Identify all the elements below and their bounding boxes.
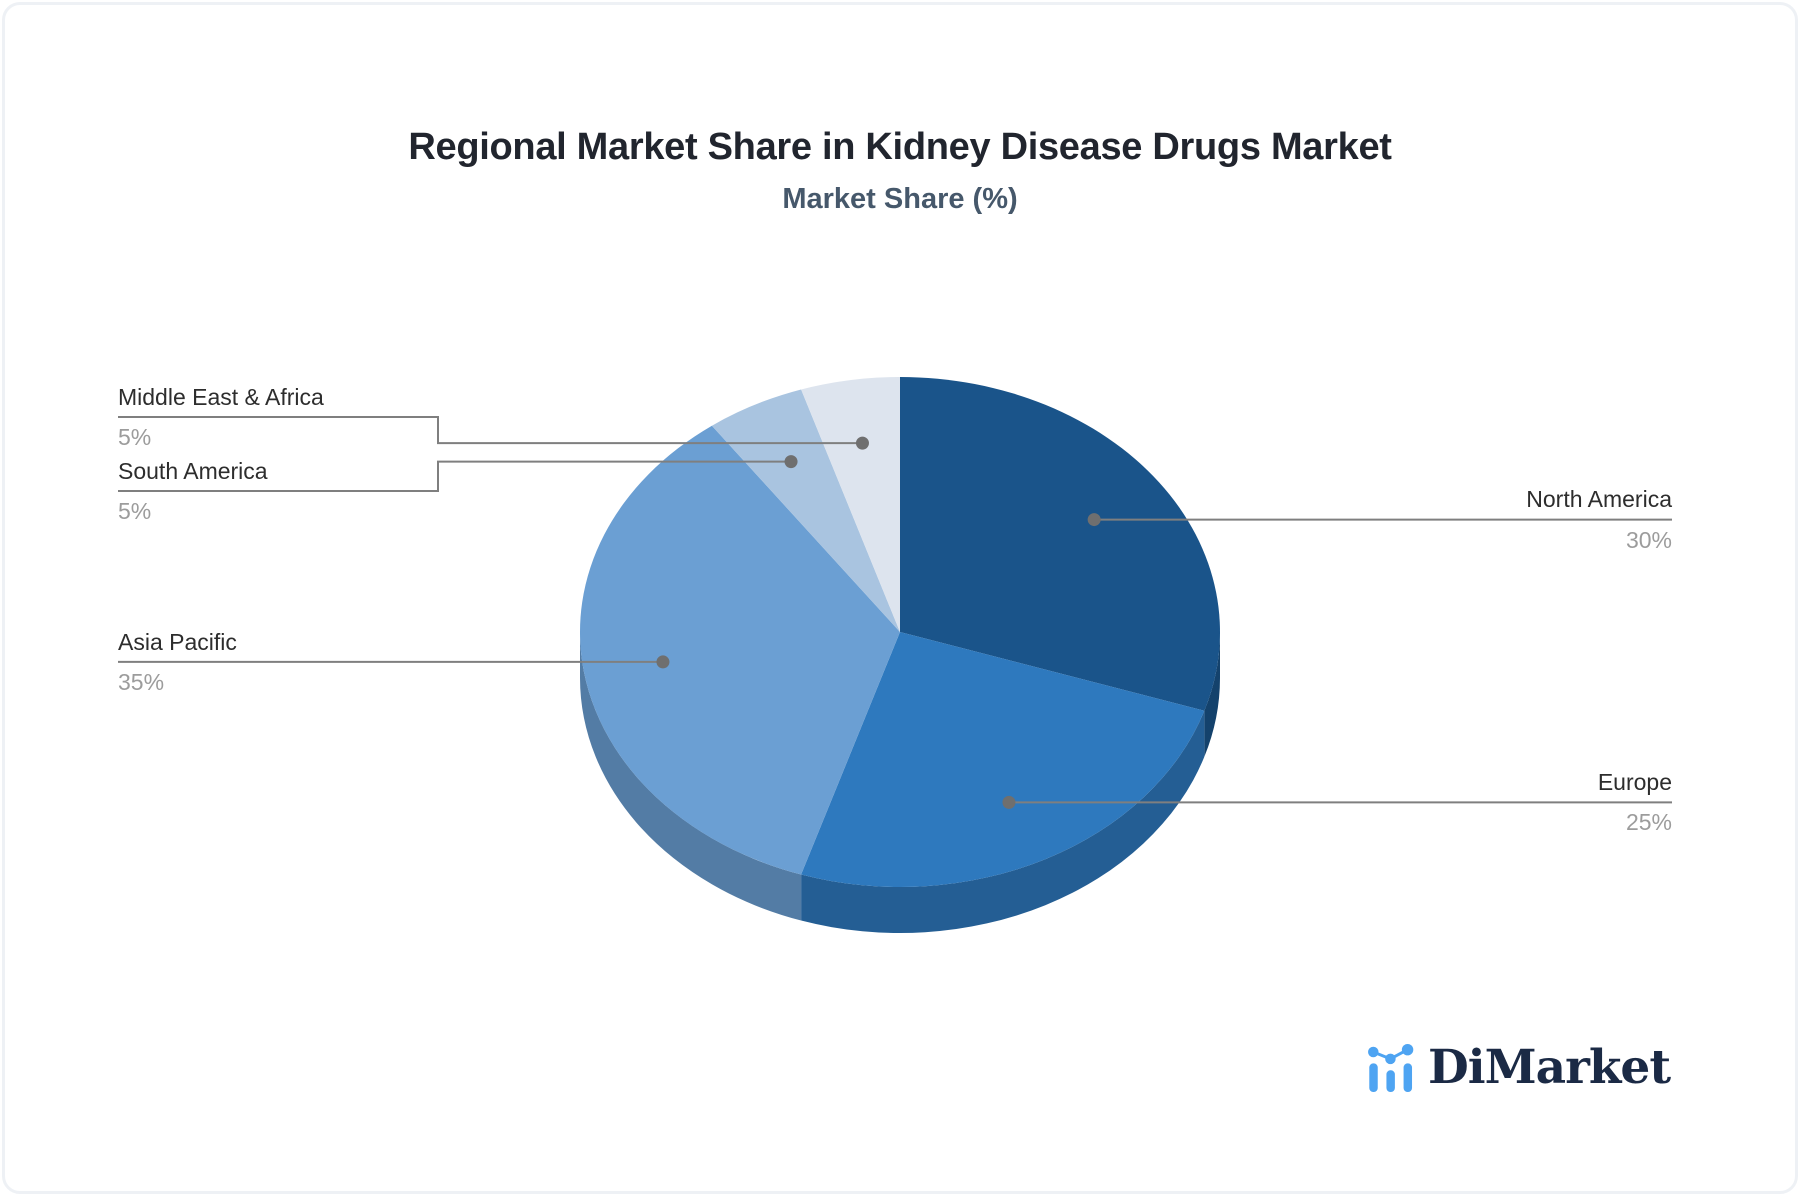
leader-dot-south-america <box>784 455 798 469</box>
pie-slice-north-america[interactable] <box>900 377 1221 711</box>
slice-value-asia-pacific: 35% <box>118 668 165 695</box>
chart-title: Regional Market Share in Kidney Disease … <box>408 126 1392 168</box>
leader-dot-asia-pacific <box>656 655 670 669</box>
bar-line-chart-icon <box>1368 1043 1414 1092</box>
brand-name: DiMarket <box>1428 1040 1671 1095</box>
slice-value-south-america: 5% <box>118 498 152 524</box>
chart-subtitle: Market Share (%) <box>782 183 1018 215</box>
slice-value-north-america: 30% <box>1625 526 1672 553</box>
leader-line-south-america <box>118 460 792 492</box>
brand-logo[interactable]: DiMarket <box>1368 1040 1671 1095</box>
slice-label-south-america: South America <box>118 457 268 484</box>
leader-dot-middle-east-africa <box>855 436 869 450</box>
pie-slice-middle-east-africa[interactable] <box>801 377 900 632</box>
pie-slice-side-asia-pacific <box>580 632 802 921</box>
leader-dot-europe <box>1002 795 1016 809</box>
slice-label-europe: Europe <box>1597 769 1672 796</box>
pie-slice-side-europe <box>801 710 1205 933</box>
pie-slice-europe[interactable] <box>801 632 1205 887</box>
leader-dot-north-america <box>1087 513 1101 527</box>
pie-slice-asia-pacific[interactable] <box>580 425 900 875</box>
slice-label-middle-east-africa: Middle East & Africa <box>118 383 324 410</box>
slice-label-asia-pacific: Asia Pacific <box>118 628 237 655</box>
pie-slice-side-north-america <box>1204 632 1220 757</box>
slice-value-europe: 25% <box>1625 809 1672 836</box>
slice-value-middle-east-africa: 5% <box>118 424 152 450</box>
pie-slice-south-america[interactable] <box>711 389 900 632</box>
slice-label-north-america: North America <box>1526 486 1672 513</box>
leader-line-middle-east-africa <box>118 416 863 445</box>
